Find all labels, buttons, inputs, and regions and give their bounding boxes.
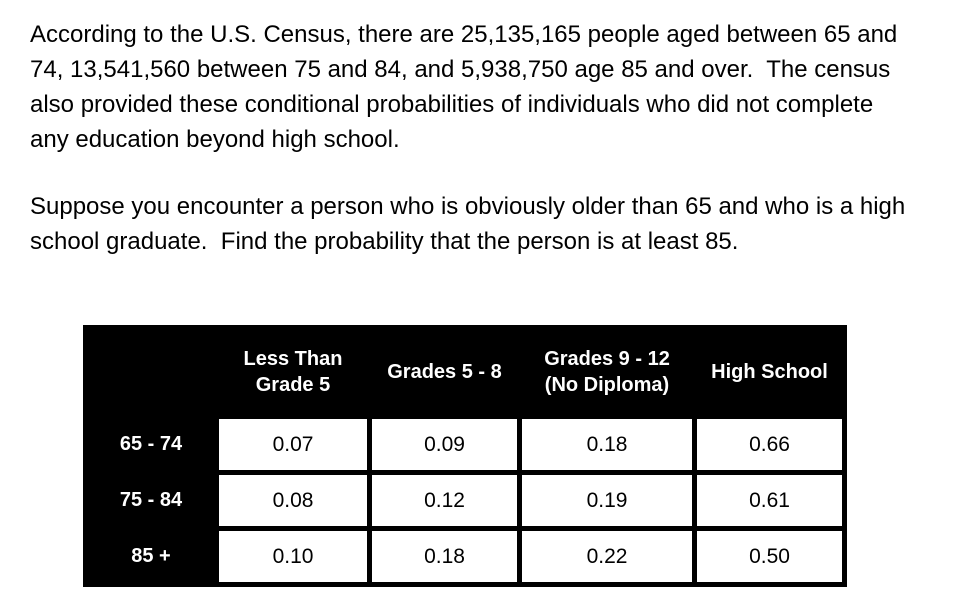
table-row: 75 - 84 0.08 0.12 0.19 0.61 bbox=[88, 475, 842, 526]
table-cell: 0.12 bbox=[372, 475, 517, 526]
table-cell: 0.66 bbox=[697, 419, 842, 470]
text-line: 74, 13,541,560 between 75 and 84, and 5,… bbox=[30, 56, 891, 83]
table-header-row: Less Than Grade 5 Grades 5 - 8 Grades 9 … bbox=[88, 330, 842, 414]
table-cell: 0.08 bbox=[219, 475, 367, 526]
text-line: According to the U.S. Census, there are … bbox=[30, 21, 898, 48]
table-cell: 0.22 bbox=[522, 531, 692, 582]
probability-table: Less Than Grade 5 Grades 5 - 8 Grades 9 … bbox=[83, 325, 847, 587]
table-cell: 0.50 bbox=[697, 531, 842, 582]
table-cell: 0.19 bbox=[522, 475, 692, 526]
column-header-grades-5-8: Grades 5 - 8 bbox=[372, 330, 517, 414]
column-header-high-school: High School bbox=[697, 330, 842, 414]
row-label-75-84: 75 - 84 bbox=[88, 475, 214, 526]
column-header-grades-9-12: Grades 9 - 12 (No Diploma) bbox=[522, 330, 692, 414]
row-label-65-74: 65 - 74 bbox=[88, 419, 214, 470]
table-cell: 0.07 bbox=[219, 419, 367, 470]
column-header-less-than-grade-5: Less Than Grade 5 bbox=[219, 330, 367, 414]
table-cell: 0.09 bbox=[372, 419, 517, 470]
table-cell: 0.18 bbox=[372, 531, 517, 582]
row-label-85-plus: 85 + bbox=[88, 531, 214, 582]
table-cell: 0.18 bbox=[522, 419, 692, 470]
table-corner-cell bbox=[88, 330, 214, 414]
paragraph-question: Suppose you encounter a person who is ob… bbox=[30, 189, 962, 259]
table-cell: 0.61 bbox=[697, 475, 842, 526]
text-line: any education beyond high school. bbox=[30, 126, 400, 153]
paragraph-census-info: According to the U.S. Census, there are … bbox=[30, 17, 962, 157]
text-line: Suppose you encounter a person who is ob… bbox=[30, 193, 906, 220]
table-row: 85 + 0.10 0.18 0.22 0.50 bbox=[88, 531, 842, 582]
text-line: also provided these conditional probabil… bbox=[30, 91, 874, 118]
table-row: 65 - 74 0.07 0.09 0.18 0.66 bbox=[88, 419, 842, 470]
text-line: school graduate. Find the probability th… bbox=[30, 228, 739, 255]
table-cell: 0.10 bbox=[219, 531, 367, 582]
